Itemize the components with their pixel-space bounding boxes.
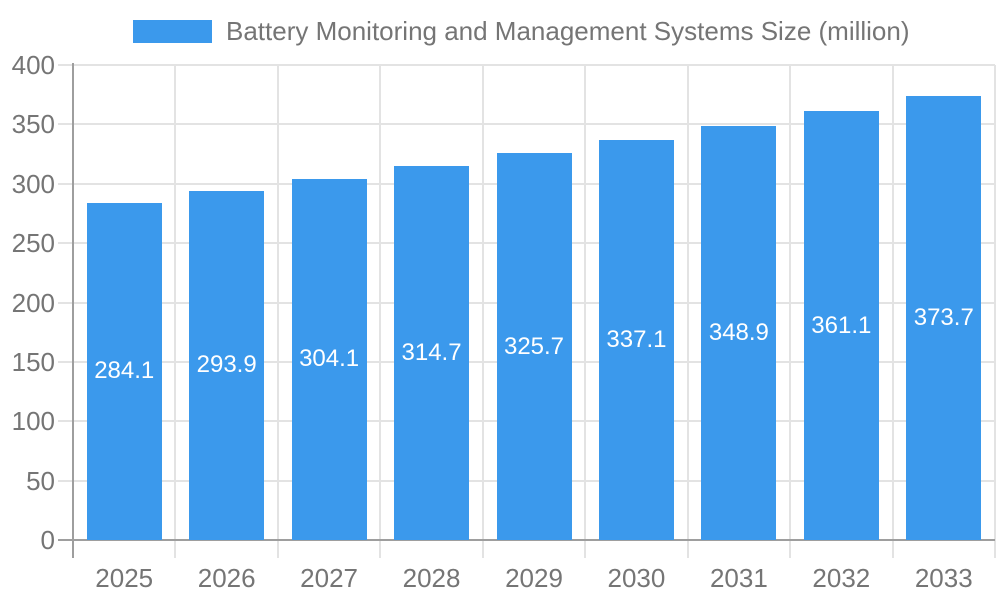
bar[interactable] xyxy=(189,190,265,540)
bar-value-label: 337.1 xyxy=(606,325,667,353)
y-axis-tick-label: 400 xyxy=(11,50,55,80)
legend-item[interactable]: Battery Monitoring and Management System… xyxy=(133,13,910,49)
bar[interactable] xyxy=(598,139,674,540)
x-gridline xyxy=(891,65,894,558)
y-axis-tick-label: 300 xyxy=(11,168,55,199)
x-axis-tick-label: 2033 xyxy=(914,563,973,593)
y-axis-tick-label: 250 xyxy=(11,228,55,259)
x-axis-tick-label: 2032 xyxy=(812,563,871,593)
x-axis-tick-label: 2025 xyxy=(95,563,154,593)
y-axis-tick-label: 200 xyxy=(11,287,55,318)
x-gridline xyxy=(379,65,382,558)
x-axis-tick-label: 2026 xyxy=(197,563,256,593)
y-axis-line xyxy=(72,63,74,558)
bar-value-label: 361.1 xyxy=(811,311,872,339)
legend-label: Battery Monitoring and Management System… xyxy=(226,15,910,46)
y-axis-tick-label: 150 xyxy=(11,346,55,377)
x-gridline xyxy=(276,65,279,558)
bar-value-label: 314.7 xyxy=(401,339,462,367)
x-gridline xyxy=(584,65,587,558)
x-axis-tick-label: 2029 xyxy=(505,563,563,593)
bar[interactable] xyxy=(803,111,879,540)
bar-value-label: 348.9 xyxy=(708,318,769,346)
bar-value-label: 284.1 xyxy=(94,357,155,385)
y-gridline xyxy=(58,123,995,126)
x-axis-tick-label: 2031 xyxy=(709,563,768,593)
y-axis-tick-label: 0 xyxy=(40,525,55,555)
x-axis-tick-label: 2030 xyxy=(607,563,666,593)
y-axis-tick-label: 50 xyxy=(26,465,55,496)
x-gridline xyxy=(994,65,996,558)
bar[interactable] xyxy=(906,96,982,540)
x-gridline xyxy=(174,65,177,558)
y-gridline xyxy=(58,64,995,66)
bar[interactable] xyxy=(291,178,367,540)
legend-swatch xyxy=(133,19,212,43)
y-axis-tick-label: 100 xyxy=(11,406,55,437)
x-axis-tick-label: 2027 xyxy=(300,563,359,593)
y-axis-tick-label: 350 xyxy=(11,109,55,140)
x-axis-tick-label: 2028 xyxy=(402,563,461,593)
bar[interactable] xyxy=(701,125,777,540)
bar[interactable] xyxy=(394,166,470,540)
bar[interactable] xyxy=(86,202,162,540)
bar-value-label: 325.7 xyxy=(503,332,565,360)
x-gridline xyxy=(789,65,792,558)
x-axis-line xyxy=(58,539,995,541)
bar-value-label: 304.1 xyxy=(299,345,360,373)
bar-value-label: 293.9 xyxy=(196,351,257,379)
bar[interactable] xyxy=(496,153,572,540)
bar-value-label: 373.7 xyxy=(913,304,974,332)
x-gridline xyxy=(686,65,689,558)
x-gridline xyxy=(481,65,484,558)
